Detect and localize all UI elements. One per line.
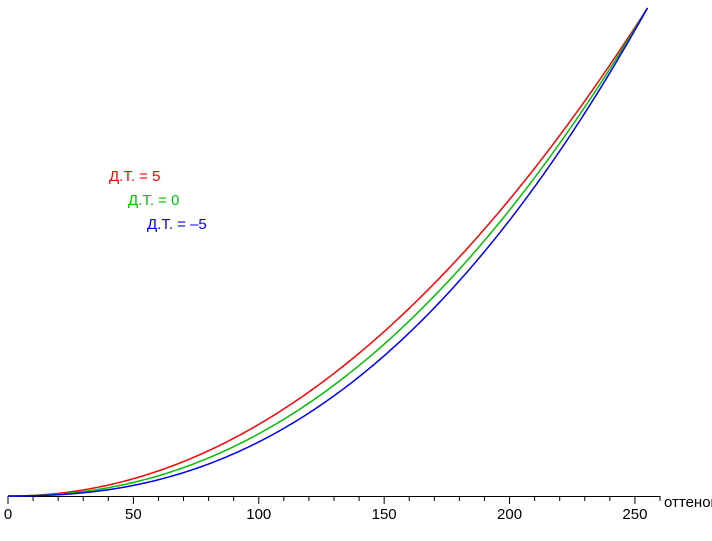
chart-svg [0,0,712,541]
legend-item-dt-neg5: Д.Т. = –5 [147,216,207,233]
x-tick-label: 250 [622,506,647,523]
x-tick-label: 100 [246,506,271,523]
x-tick-label: 150 [372,506,397,523]
x-tick-label: 0 [4,506,12,523]
gamma-curves-chart: Д.Т. = 5 Д.Т. = 0 Д.Т. = –5 оттенок 0 50 1… [0,0,712,541]
legend-item-dt-5: Д.Т. = 5 [109,168,160,185]
x-tick-label: 50 [125,506,142,523]
legend-label: Д.Т. = 5 [109,168,160,185]
x-tick-label: 200 [497,506,522,523]
legend-item-dt-0: Д.Т. = 0 [128,192,179,209]
legend-label: Д.Т. = –5 [147,216,207,233]
x-axis-label: оттенок [664,494,712,511]
legend-label: Д.Т. = 0 [128,192,179,209]
